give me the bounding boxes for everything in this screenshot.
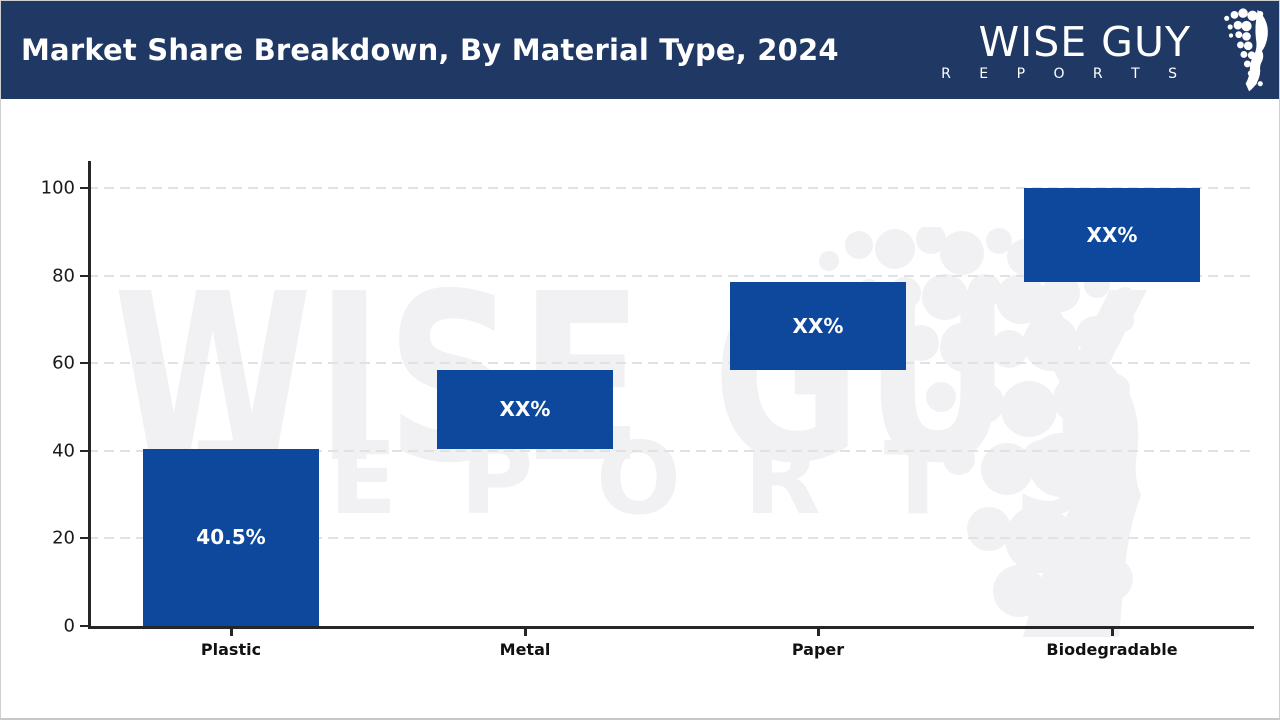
bar-value-label-biodegradable: XX%: [1086, 223, 1138, 248]
gridline-20: [88, 537, 1254, 540]
category-label-metal: Metal: [499, 640, 551, 659]
y-tick-label-0: 0: [63, 615, 75, 637]
logo-face-icon: [1224, 8, 1268, 92]
logo-text: WISE GUY R E P O R T S: [941, 20, 1191, 82]
chart-title: Market Share Breakdown, By Material Type…: [21, 33, 839, 67]
bar-metal: XX%: [437, 369, 613, 449]
gridline-80: [88, 274, 1254, 277]
x-tick-metal: [524, 629, 527, 636]
y-tick-0: [80, 625, 88, 627]
y-tick-60: [80, 362, 88, 365]
y-tick-20: [80, 537, 88, 540]
gridline-60: [88, 362, 1254, 365]
gridline-40: [88, 449, 1254, 452]
header-bar: Market Share Breakdown, By Material Type…: [1, 1, 1279, 99]
x-axis-line: [88, 626, 1254, 629]
x-tick-plastic: [230, 629, 233, 636]
category-label-plastic: Plastic: [200, 640, 262, 659]
x-tick-biodegradable: [1111, 629, 1114, 636]
watermark-face-graphic: [819, 227, 1141, 637]
bar-value-label-metal: XX%: [499, 397, 551, 422]
gridline-100: [88, 187, 1254, 189]
y-axis-line: [88, 161, 91, 629]
bar-plastic: 40.5%: [143, 448, 319, 626]
wiseguy-logo: WISE GUY R E P O R T S: [941, 7, 1273, 95]
bar-value-label-plastic: 40.5%: [196, 525, 266, 550]
bar-biodegradable: XX%: [1024, 188, 1200, 283]
y-tick-label-60: 60: [52, 352, 75, 374]
y-tick-label-100: 100: [40, 177, 75, 199]
category-label-biodegradable: Biodegradable: [1046, 640, 1178, 659]
y-tick-80: [80, 274, 88, 277]
logo-wordmark: WISE GUY: [978, 18, 1191, 66]
y-tick-label-20: 20: [52, 527, 75, 549]
y-tick-40: [80, 449, 88, 452]
bar-paper: XX%: [730, 282, 906, 370]
bar-value-label-paper: XX%: [792, 313, 844, 338]
y-tick-label-40: 40: [52, 440, 75, 462]
x-tick-paper: [817, 629, 820, 636]
y-tick-label-80: 80: [52, 265, 75, 287]
logo-subtitle: R E P O R T S: [941, 66, 1189, 82]
category-label-paper: Paper: [791, 640, 845, 659]
bar-chart: 0 20 40 60 80 100 40.5% Plastic XX% Metal XX% Paper…: [1, 99, 1279, 718]
y-tick-100: [80, 187, 88, 189]
